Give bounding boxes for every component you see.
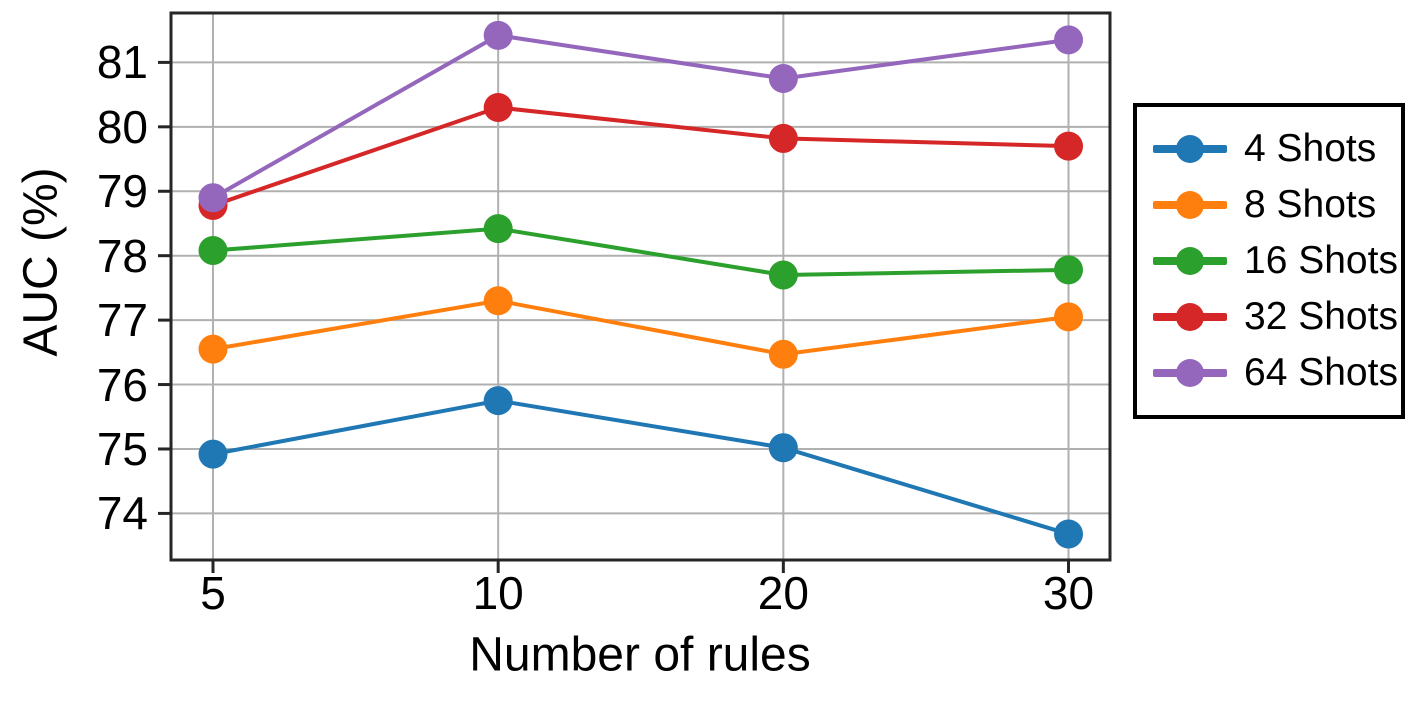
data-point-8-shots — [198, 334, 228, 364]
data-point-64-shots — [1054, 25, 1084, 55]
data-point-8-shots — [1054, 302, 1084, 332]
y-tick-label: 76 — [96, 358, 148, 411]
legend-item-label: 64 Shots — [1244, 351, 1398, 394]
y-tick-label: 74 — [96, 487, 148, 540]
legend-item-label: 16 Shots — [1244, 239, 1398, 282]
y-tick-label: 75 — [96, 422, 148, 475]
legend-item-label: 4 Shots — [1244, 127, 1377, 170]
legend-item-32-shots: 32 Shots — [1137, 289, 1401, 345]
series-line-4-shots — [212, 398, 1070, 536]
data-point-4-shots — [1054, 519, 1084, 549]
legend-line-dot-icon — [1153, 303, 1227, 331]
data-point-8-shots — [768, 339, 798, 369]
data-point-8-shots — [483, 286, 513, 316]
y-tick-label: 77 — [96, 294, 148, 347]
legend-item-4-shots: 4 Shots — [1137, 121, 1401, 177]
x-axis-label: Number of rules — [469, 628, 811, 682]
data-point-16-shots — [1054, 255, 1084, 285]
plot-frame — [169, 11, 1112, 562]
legend-item-label: 32 Shots — [1244, 295, 1398, 338]
series-line-16-shots — [212, 226, 1069, 278]
data-point-64-shots — [198, 183, 228, 213]
series-line-32-shots — [212, 105, 1069, 208]
y-tick-label: 81 — [96, 36, 148, 89]
x-tick-label: 5 — [200, 567, 226, 619]
legend-line-dot-icon — [1153, 135, 1227, 163]
data-point-4-shots — [483, 386, 513, 416]
data-point-64-shots — [768, 64, 798, 94]
data-point-4-shots — [768, 433, 798, 463]
legend-item-64-shots: 64 Shots — [1137, 345, 1401, 401]
data-point-16-shots — [198, 236, 228, 266]
legend-line-dot-icon — [1153, 247, 1227, 275]
legend-line-dot-icon — [1153, 359, 1227, 387]
y-tick-label: 79 — [96, 165, 148, 218]
data-point-64-shots — [483, 20, 513, 50]
data-point-16-shots — [768, 260, 798, 290]
legend-item-16-shots: 16 Shots — [1137, 233, 1401, 289]
y-tick-label: 78 — [96, 229, 148, 282]
data-point-32-shots — [1054, 131, 1084, 161]
y-tick-label: 80 — [96, 100, 148, 153]
data-point-32-shots — [768, 123, 798, 153]
x-tick-label: 10 — [472, 567, 524, 619]
legend: 4 Shots 8 Shots 16 Shots 32 Shots 64 Shots — [1133, 103, 1405, 419]
y-axis-label: AUC (%) — [14, 167, 68, 357]
x-tick-label: 30 — [1042, 567, 1095, 619]
series-line-64-shots — [212, 33, 1069, 200]
legend-item-label: 8 Shots — [1244, 183, 1377, 226]
legend-item-8-shots: 8 Shots — [1137, 177, 1401, 233]
data-point-4-shots — [198, 439, 228, 469]
x-tick-label: 20 — [757, 567, 809, 619]
data-point-32-shots — [483, 93, 513, 123]
series-line-8-shots — [212, 298, 1069, 357]
data-point-16-shots — [483, 214, 513, 244]
legend-line-dot-icon — [1153, 191, 1227, 219]
